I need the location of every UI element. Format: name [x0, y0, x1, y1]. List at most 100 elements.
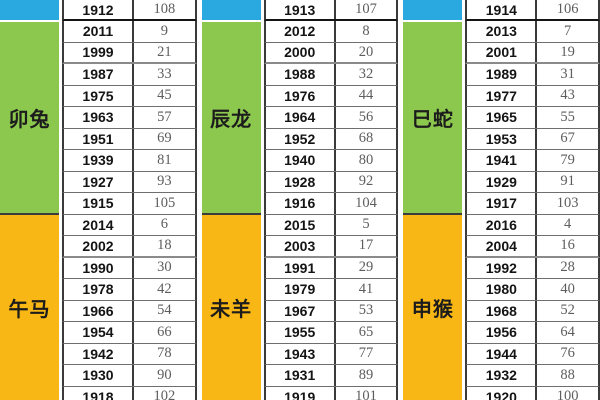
- year-cell: 1952: [284, 130, 316, 147]
- year-cell: 1917: [485, 195, 517, 212]
- age-cell: 93: [132, 171, 195, 192]
- year-cell: 1944: [485, 345, 517, 362]
- age-cell: 8: [333, 21, 397, 42]
- year-cell: 1920: [485, 388, 517, 400]
- age-cell: 106: [535, 0, 598, 19]
- age-cell: 45: [132, 85, 195, 106]
- table-row: 1951 69: [62, 128, 197, 150]
- table-row: 1967 53: [263, 300, 399, 322]
- zodiac-lower-label-cell: 申猴: [403, 215, 463, 400]
- age-cell: 79: [535, 150, 598, 171]
- age-cell: 54: [132, 300, 195, 321]
- year-cell: 1942: [82, 345, 114, 362]
- age-cell: 43: [535, 85, 598, 106]
- year-cell: 1991: [284, 259, 316, 276]
- table-row: 1977 43: [465, 85, 600, 107]
- prev-zodiac-color-block: [0, 0, 59, 20]
- table-row: 1979 41: [263, 279, 399, 301]
- table-row: 2001 19: [465, 42, 600, 64]
- zodiac-group-snake-monkey: 巳蛇 申猴 1914 106 2013 7 2001 19 1989 31 1977 43 1965…: [403, 0, 600, 400]
- year-cell: 1954: [82, 324, 114, 341]
- age-cell: 100: [535, 386, 598, 400]
- year-cell: 1929: [485, 173, 517, 190]
- table-row: 1930 90: [62, 365, 197, 387]
- age-cell: 69: [132, 128, 195, 149]
- year-age-columns: 1912 108 2011 9 1999 21 1987 33 1975 45 1963 57 1951…: [62, 0, 197, 400]
- age-cell: 4: [535, 214, 598, 235]
- year-cell: 1987: [82, 66, 114, 83]
- age-cell: 9: [132, 21, 195, 42]
- year-cell: 2012: [284, 23, 316, 40]
- age-cell: 18: [132, 236, 195, 256]
- table-row: 2011 9: [62, 21, 197, 43]
- age-cell: 90: [132, 365, 195, 386]
- year-cell: 1919: [284, 388, 316, 400]
- year-cell: 1939: [82, 152, 114, 169]
- zodiac-group-rabbit-horse: 卯兔 午马 1912 108 2011 9 1999 21 1987 33 1975 45 1963…: [0, 0, 197, 400]
- year-cell: 2002: [82, 237, 114, 254]
- age-cell: 53: [333, 300, 397, 321]
- age-cell: 102: [132, 386, 195, 400]
- age-cell: 89: [333, 365, 397, 386]
- table-row: 1913 107: [263, 0, 399, 21]
- zodiac-label-column: 巳蛇 申猴: [403, 0, 463, 400]
- age-cell: 7: [535, 21, 598, 42]
- age-cell: 105: [132, 193, 195, 214]
- age-cell: 108: [132, 0, 195, 19]
- year-cell: 1930: [82, 367, 114, 384]
- table-row: 1990 30: [62, 257, 197, 279]
- table-row: 1931 89: [263, 365, 399, 387]
- year-cell: 1918: [82, 388, 114, 400]
- age-cell: 64: [535, 322, 598, 343]
- year-cell: 1964: [284, 109, 316, 126]
- table-row: 1939 81: [62, 150, 197, 172]
- age-cell: 78: [132, 343, 195, 364]
- table-row: 1988 32: [263, 64, 399, 86]
- age-cell: 5: [333, 214, 397, 235]
- age-cell: 92: [333, 171, 397, 192]
- age-cell: 6: [132, 214, 195, 235]
- year-cell: 1932: [485, 367, 517, 384]
- year-cell: 1916: [284, 195, 316, 212]
- year-cell: 1979: [284, 281, 316, 298]
- age-cell: 65: [333, 322, 397, 343]
- table-row: 1919 101: [263, 386, 399, 400]
- age-cell: 32: [333, 64, 397, 85]
- year-cell: 1951: [82, 130, 114, 147]
- table-row: 1940 80: [263, 150, 399, 172]
- zodiac-upper-name: 巳蛇: [411, 107, 454, 131]
- zodiac-upper-name: 卯兔: [8, 107, 51, 131]
- year-cell: 2013: [485, 23, 517, 40]
- age-cell: 33: [132, 64, 195, 85]
- age-cell: 104: [333, 193, 397, 214]
- year-cell: 1963: [82, 109, 114, 126]
- table-row: 1975 45: [62, 85, 197, 107]
- zodiac-lower-label-cell: 午马: [0, 215, 59, 400]
- year-cell: 1966: [82, 302, 114, 319]
- table-row: 1976 44: [263, 85, 399, 107]
- table-row: 1952 68: [263, 128, 399, 150]
- table-row: 1991 29: [263, 257, 399, 279]
- zodiac-label-column: 卯兔 午马: [0, 0, 59, 400]
- year-cell: 1955: [284, 324, 316, 341]
- table-row: 2004 16: [465, 236, 600, 258]
- year-age-columns: 1913 107 2012 8 2000 20 1988 32 1976 44 1964 56 1952…: [263, 0, 399, 400]
- table-row: 1916 104: [263, 193, 399, 215]
- table-row: 2003 17: [263, 236, 399, 258]
- age-cell: 20: [333, 42, 397, 62]
- table-row: 1941 79: [465, 150, 600, 172]
- year-cell: 1967: [284, 302, 316, 319]
- table-row: 1920 100: [465, 386, 600, 400]
- table-row: 1989 31: [465, 64, 600, 86]
- year-cell: 1953: [485, 130, 517, 147]
- year-cell: 1931: [284, 367, 316, 384]
- year-cell: 1914: [485, 1, 517, 18]
- year-cell: 1912: [82, 1, 114, 18]
- age-cell: 44: [333, 85, 397, 106]
- age-cell: 40: [535, 279, 598, 300]
- table-row: 1999 21: [62, 42, 197, 64]
- zodiac-lower-name: 午马: [8, 297, 51, 321]
- prev-zodiac-color-block: [201, 0, 261, 20]
- year-age-columns: 1914 106 2013 7 2001 19 1989 31 1977 43 1965 55 1953…: [465, 0, 600, 400]
